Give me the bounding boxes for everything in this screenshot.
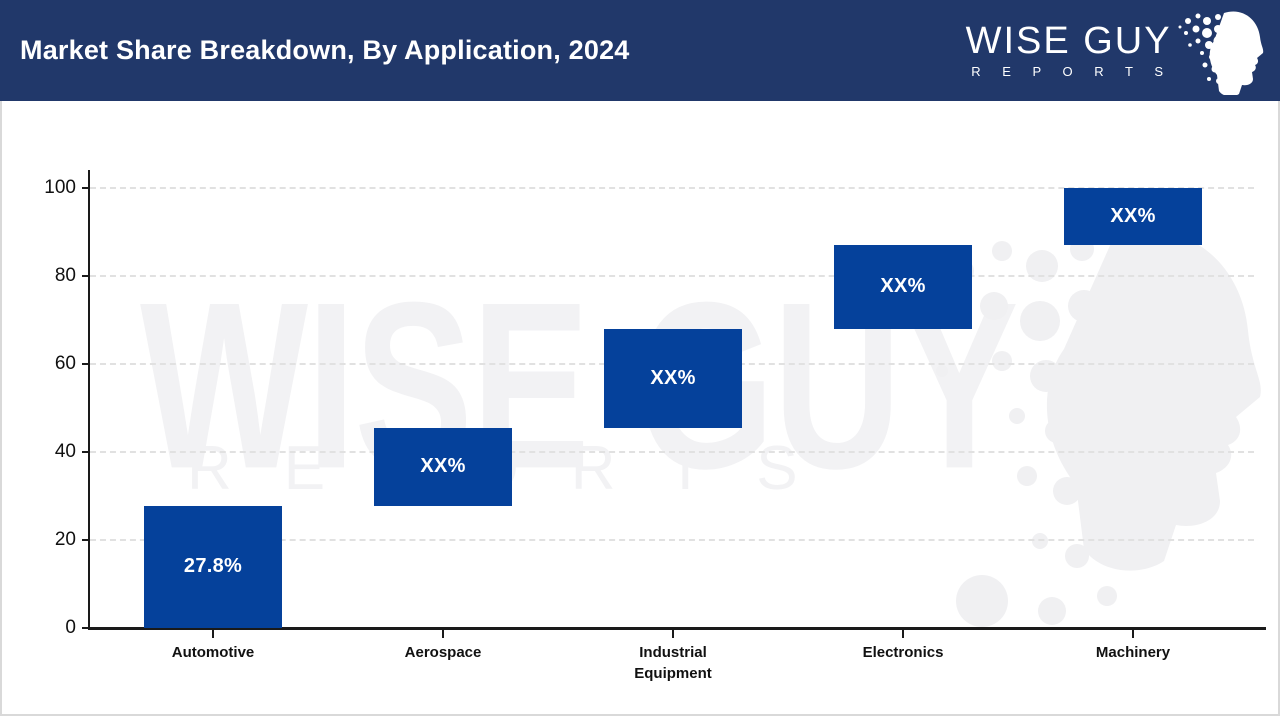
gridline-20 [90, 539, 1254, 541]
x-category-label-0: Automotive [171, 644, 255, 661]
bar-value-label: XX% [880, 275, 926, 298]
bar-electronics: XX% [834, 245, 972, 329]
chart-panel: WISE GUY REPORTS 0 20 40 60 80 100 27.8% XX% XX… [0, 101, 1280, 716]
y-tick-label-40: 40 [54, 441, 76, 462]
watermark-face-icon [936, 232, 1261, 627]
gridline-100 [90, 187, 1254, 189]
y-tick-mark-20 [82, 539, 90, 541]
x-category-label-2: Industrial Equipment [634, 644, 712, 682]
x-tick-mark-0 [212, 630, 214, 638]
x-tick-mark-1 [442, 630, 444, 638]
bar-value-label: XX% [650, 366, 696, 389]
gridline-40 [90, 451, 1254, 453]
x-category-label-3: Electronics [862, 644, 944, 661]
y-axis-line [88, 170, 90, 628]
gridline-80 [90, 275, 1254, 277]
watermark-reports-text: REPORTS [187, 434, 850, 503]
bar-machinery: XX% [1064, 188, 1202, 246]
y-tick-mark-80 [82, 275, 90, 277]
y-tick-label-20: 20 [54, 529, 76, 550]
brand-subname: R E P O R T S [971, 64, 1172, 79]
wise-guy-face-icon [1178, 11, 1264, 95]
brand-logo: WISE GUY R E P O R T S [965, 7, 1280, 95]
header-bar: Market Share Breakdown, By Application, … [0, 0, 1280, 101]
y-tick-label-100: 100 [44, 177, 76, 198]
x-tick-mark-4 [1132, 630, 1134, 638]
bar-value-label: 27.8% [183, 555, 243, 578]
brand-name: WISE GUY [965, 20, 1172, 62]
y-tick-mark-0 [82, 627, 90, 629]
x-axis-line [88, 627, 1266, 630]
x-tick-mark-3 [902, 630, 904, 638]
x-category-label-1: Aerospace [404, 644, 482, 661]
bar-industrial-equipment: XX% [604, 328, 742, 428]
brand-logo-text: WISE GUY R E P O R T S [965, 22, 1172, 79]
bar-value-label: XX% [1110, 205, 1156, 228]
y-tick-mark-40 [82, 451, 90, 453]
y-tick-label-60: 60 [54, 353, 76, 374]
page-title: Market Share Breakdown, By Application, … [20, 35, 630, 65]
x-category-label-4: Machinery [1095, 644, 1171, 661]
y-tick-mark-100 [82, 187, 90, 189]
y-tick-label-80: 80 [54, 265, 76, 286]
bar-automotive: 27.8% [144, 505, 282, 628]
bar-aerospace: XX% [374, 427, 512, 506]
y-tick-label-0: 0 [65, 617, 76, 638]
y-tick-mark-60 [82, 363, 90, 365]
bar-value-label: XX% [420, 455, 466, 478]
x-tick-mark-2 [672, 630, 674, 638]
